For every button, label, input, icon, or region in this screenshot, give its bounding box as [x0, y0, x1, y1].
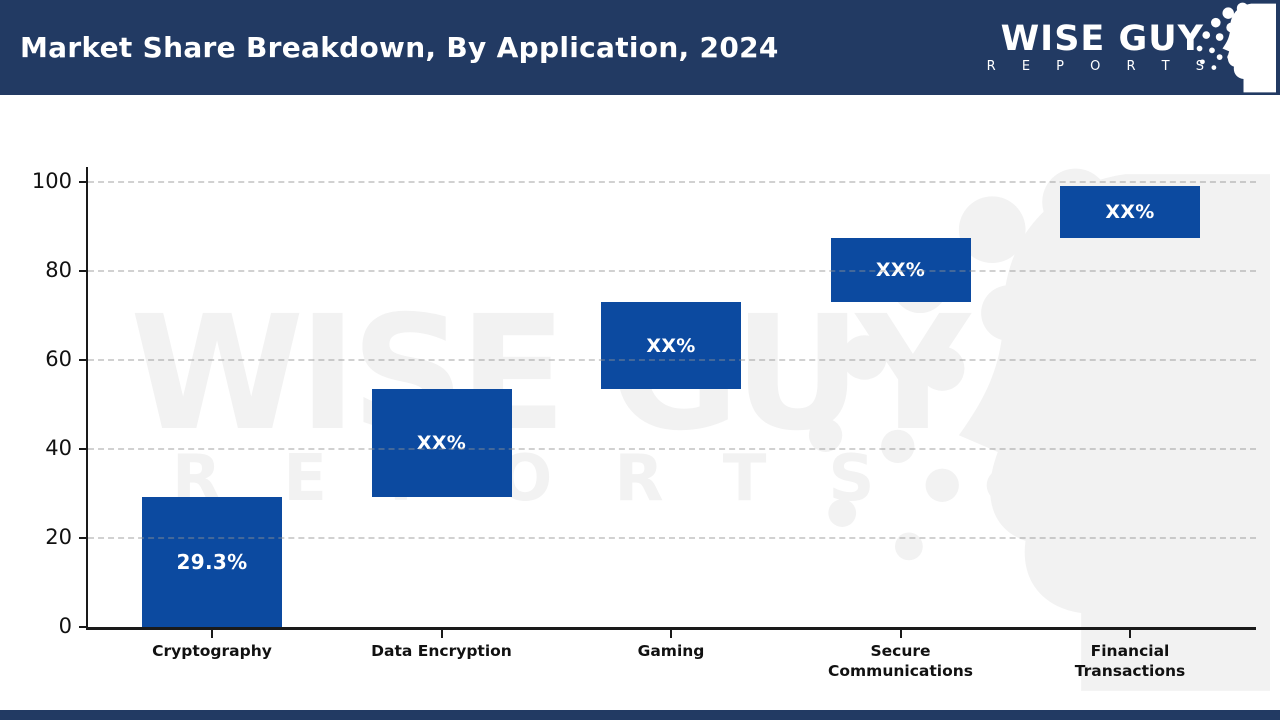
- y-axis-tick: [79, 359, 88, 361]
- y-axis-tick-label: 0: [58, 614, 72, 638]
- category-label-gaming: Gaming: [637, 642, 705, 660]
- footer-bar: [0, 710, 1280, 720]
- y-axis-tick: [79, 626, 88, 628]
- x-axis-tick: [211, 629, 213, 638]
- page-title: Market Share Breakdown, By Application, …: [20, 31, 779, 64]
- bar-secure-communications: XX%: [830, 237, 971, 303]
- wiseguy-face-icon: [1196, 2, 1276, 92]
- x-axis-line: [86, 627, 1256, 630]
- category-label-data-encryption: Data Encryption: [371, 642, 512, 660]
- gridline-40: [88, 448, 1256, 450]
- bar-data-encryption: XX%: [371, 388, 512, 497]
- bar-value-label: XX%: [1105, 201, 1155, 224]
- category-label-secure-communications: Secure Communications: [828, 642, 973, 681]
- bar-value-label: XX%: [875, 258, 926, 281]
- logo-wordmark: WISE GUY: [1000, 18, 1204, 59]
- bar-gaming: XX%: [601, 302, 741, 389]
- gridline-60: [88, 359, 1256, 361]
- bar-value-label: XX%: [416, 431, 467, 454]
- bar-cryptography: 29.3%: [142, 496, 282, 627]
- watermark-sub-wordmark: REPORTS: [172, 442, 937, 516]
- category-label-cryptography: Cryptography: [152, 642, 272, 660]
- gridline-20: [88, 537, 1256, 539]
- y-axis-tick-label: 80: [45, 258, 72, 282]
- y-axis-tick: [79, 537, 88, 539]
- bar-value-label: 29.3%: [176, 549, 248, 574]
- x-axis-tick: [440, 629, 443, 638]
- logo-sub-wordmark: R E P O R T S: [986, 59, 1215, 75]
- y-axis-tick-label: 20: [45, 525, 72, 549]
- y-axis-line: [86, 167, 88, 629]
- x-axis-tick: [670, 629, 672, 638]
- gridline-100: [88, 181, 1256, 183]
- y-axis-tick: [79, 448, 88, 450]
- gridline-80: [88, 270, 1256, 272]
- wiseguy-logo: WISE GUY R E P O R T S: [987, 0, 1280, 95]
- wiseguy-logo-text: WISE GUY R E P O R T S: [987, 18, 1204, 74]
- y-axis-tick-label: 40: [45, 436, 72, 460]
- y-axis-tick: [79, 181, 88, 183]
- y-axis-tick-label: 60: [45, 347, 72, 371]
- x-axis-tick: [899, 629, 902, 638]
- y-axis-tick: [79, 270, 88, 272]
- bar-financial-transactions: XX%: [1060, 186, 1200, 238]
- category-label-financial-transactions: Financial Transactions: [1074, 642, 1186, 681]
- bar-value-label: XX%: [646, 334, 696, 357]
- header: Market Share Breakdown, By Application, …: [0, 0, 1280, 95]
- x-axis-tick: [1129, 629, 1131, 638]
- y-axis-tick-label: 100: [31, 169, 72, 193]
